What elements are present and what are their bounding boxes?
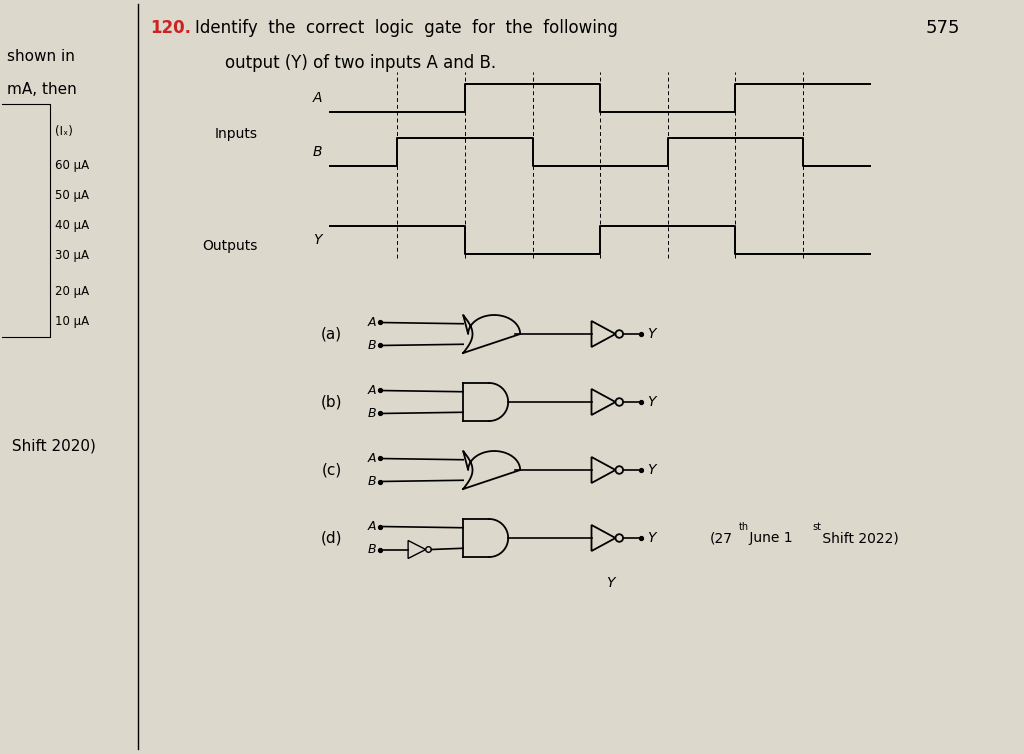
Text: Y: Y <box>647 395 655 409</box>
Text: 40 μA: 40 μA <box>55 219 89 232</box>
Text: Shift 2020): Shift 2020) <box>7 439 96 453</box>
Text: (d): (d) <box>321 531 342 545</box>
Text: June 1: June 1 <box>745 531 793 545</box>
Text: (b): (b) <box>321 394 342 409</box>
Text: (Iₓ): (Iₓ) <box>55 125 73 139</box>
Text: B: B <box>312 145 322 159</box>
Text: 120.: 120. <box>150 19 191 37</box>
Text: th: th <box>739 522 750 532</box>
Text: B: B <box>368 543 376 556</box>
Text: mA, then: mA, then <box>7 82 77 97</box>
Text: (c): (c) <box>322 462 342 477</box>
Text: A: A <box>312 91 322 105</box>
Text: Identify  the  correct  logic  gate  for  the  following: Identify the correct logic gate for the … <box>195 19 617 37</box>
Text: Y: Y <box>647 531 655 545</box>
Text: 20 μA: 20 μA <box>55 286 89 299</box>
Text: 10 μA: 10 μA <box>55 315 89 329</box>
Text: Outputs: Outputs <box>203 238 258 253</box>
Text: Y: Y <box>606 576 614 590</box>
Text: 50 μA: 50 μA <box>55 189 89 203</box>
Text: 30 μA: 30 μA <box>55 250 89 262</box>
Text: Y: Y <box>647 327 655 341</box>
Text: A: A <box>368 520 376 533</box>
Text: Y: Y <box>313 233 322 247</box>
Text: (27: (27 <box>710 531 733 545</box>
Text: Shift 2022): Shift 2022) <box>818 531 899 545</box>
Text: A: A <box>368 316 376 329</box>
Text: Y: Y <box>647 463 655 477</box>
Text: output (Y) of two inputs A and B.: output (Y) of two inputs A and B. <box>225 54 496 72</box>
Text: 575: 575 <box>926 19 961 37</box>
Text: A: A <box>368 452 376 465</box>
Text: A: A <box>368 384 376 397</box>
Text: B: B <box>368 407 376 420</box>
Text: B: B <box>368 475 376 488</box>
Text: 60 μA: 60 μA <box>55 160 89 173</box>
Text: B: B <box>368 339 376 352</box>
Text: st: st <box>812 522 821 532</box>
Text: (a): (a) <box>321 326 342 342</box>
Text: Inputs: Inputs <box>215 127 258 141</box>
Text: shown in: shown in <box>7 49 75 64</box>
